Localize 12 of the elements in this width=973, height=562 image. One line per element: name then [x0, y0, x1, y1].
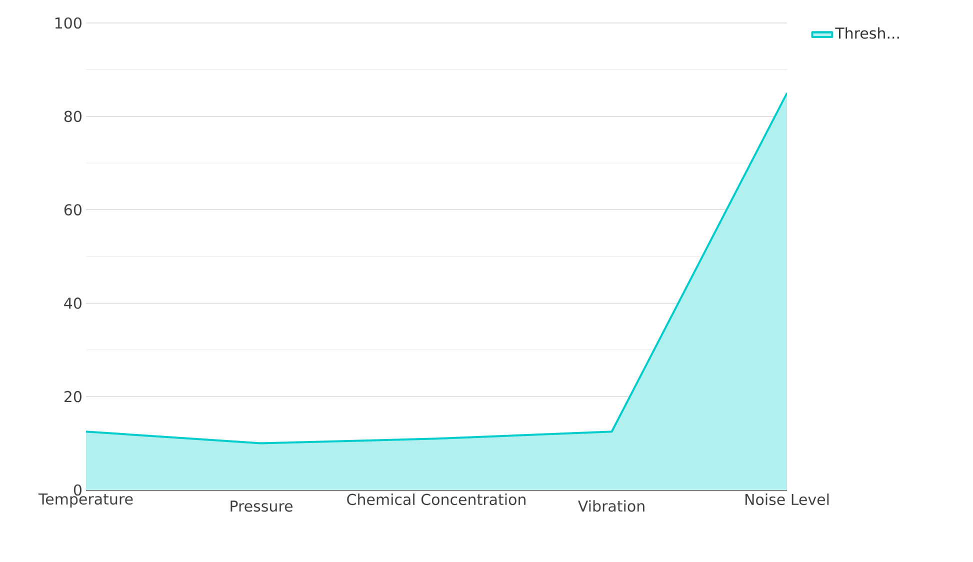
y-tick-label: 80: [64, 110, 82, 122]
y-tick-label: 40: [64, 298, 82, 309]
y-tick-label: 0: [74, 484, 82, 496]
x-tick-label: Pressure: [230, 500, 292, 512]
y-tick-label: 20: [64, 390, 82, 402]
y-tick-label: 60: [64, 204, 82, 216]
legend-label: Thresh...: [835, 27, 899, 39]
x-tick-label: Noise Level: [745, 494, 829, 506]
x-tick-label: Chemical Concentration: [347, 494, 526, 506]
x-tick-label: Temperature: [38, 494, 133, 508]
x-tick-label: Vibration: [578, 500, 644, 512]
y-tick-label: 100: [55, 17, 82, 29]
